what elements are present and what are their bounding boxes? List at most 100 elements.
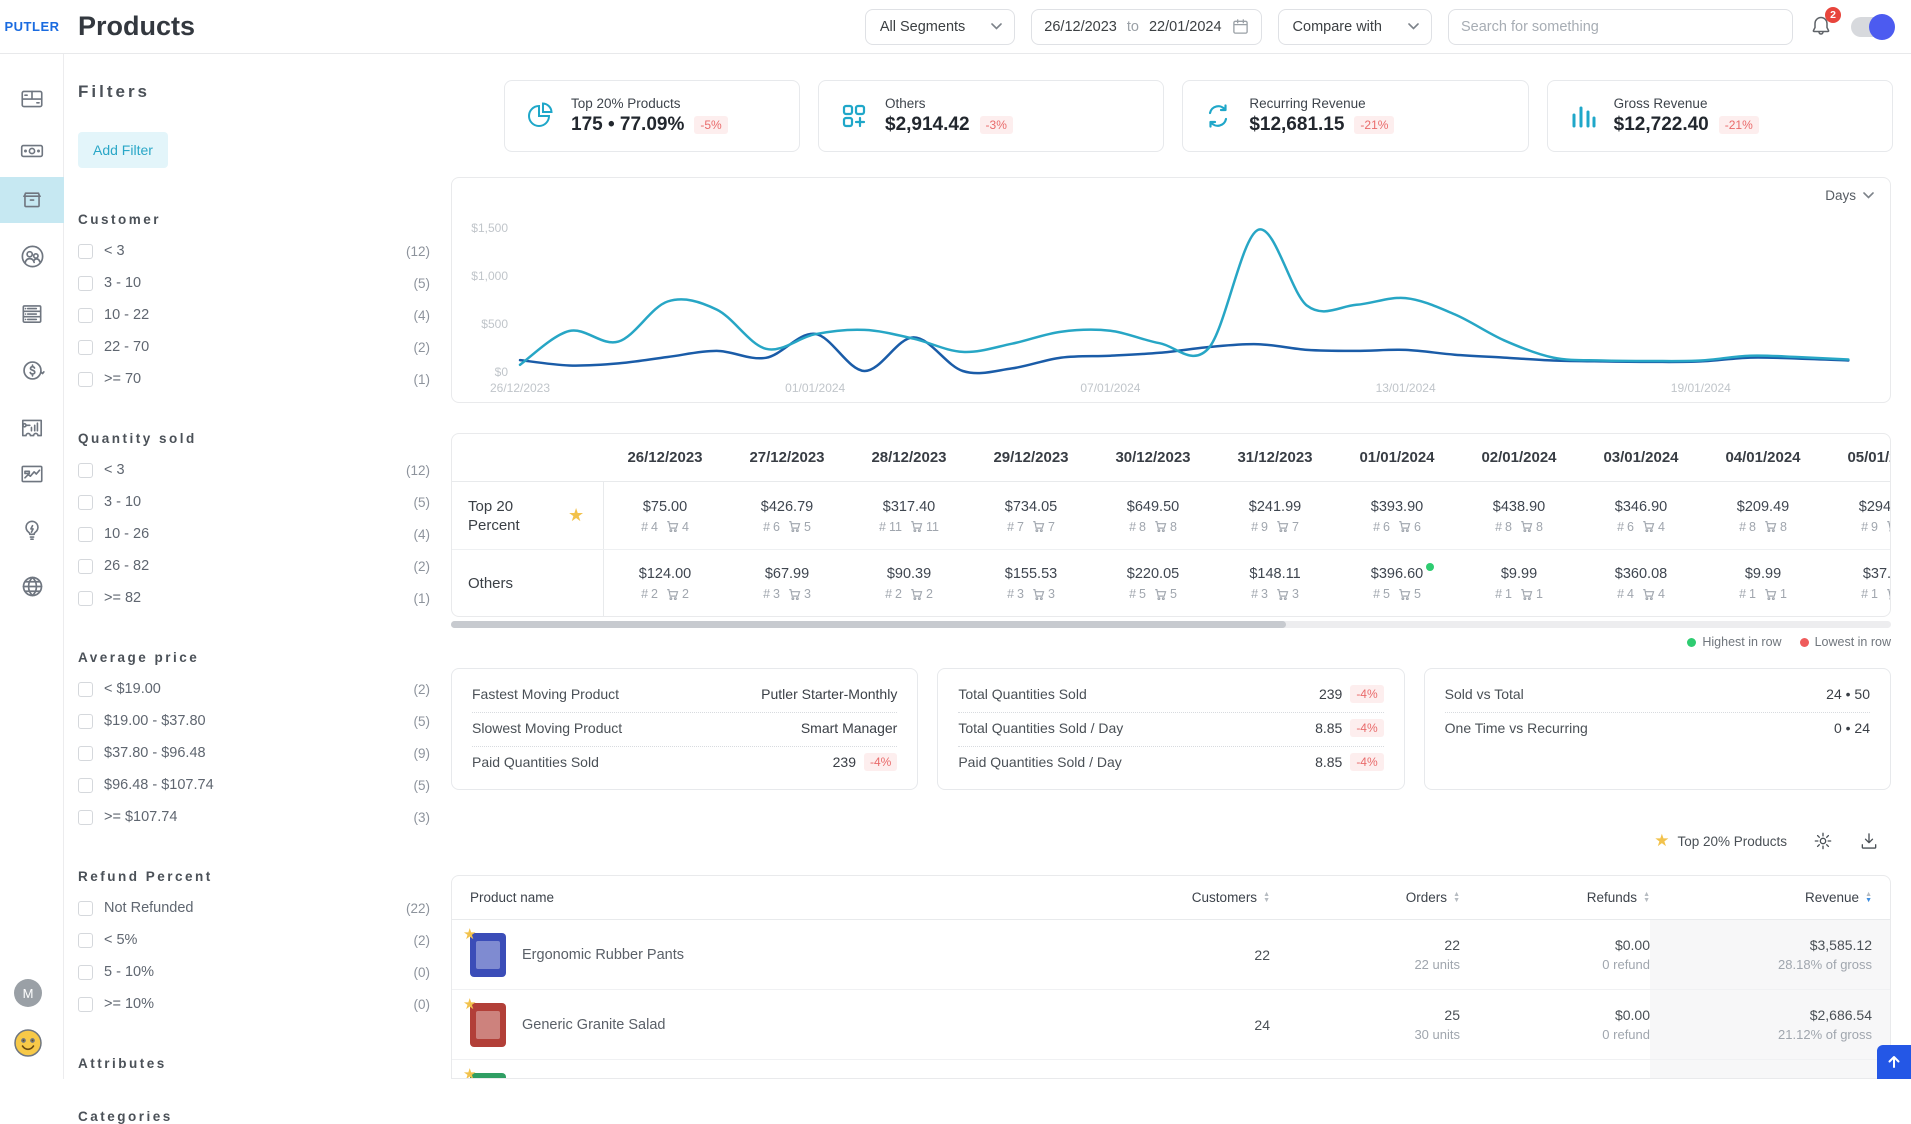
daily-value-cell[interactable]: $734.05 #7 7 [970, 498, 1092, 534]
filter-item[interactable]: 10 - 26 (4) [78, 526, 430, 542]
checkbox[interactable] [78, 746, 93, 761]
sidebar-item-customers[interactable] [0, 233, 64, 279]
filter-item[interactable]: < 3 (12) [78, 243, 430, 259]
daily-value-cell[interactable]: $90.39 #2 2 [848, 565, 970, 601]
daily-value-cell[interactable]: $209.49 #8 8 [1702, 498, 1824, 534]
filter-item[interactable]: Not Refunded (22) [78, 900, 430, 916]
filter-item[interactable]: < $19.00 (2) [78, 681, 430, 697]
sidebar-item-subscriptions[interactable] [0, 291, 64, 337]
daily-value-cell[interactable]: $393.90 #6 6 [1336, 498, 1458, 534]
checkbox[interactable] [78, 778, 93, 793]
filter-item[interactable]: 3 - 10 (5) [78, 494, 430, 510]
filter-item[interactable]: $37.80 - $96.48 (9) [78, 745, 430, 761]
filter-section-title[interactable]: Categories [78, 1109, 430, 1124]
checkbox[interactable] [78, 463, 93, 478]
daily-value-cell[interactable]: $124.00 #2 2 [604, 565, 726, 601]
sort-icon[interactable]: ▲▼ [1453, 892, 1460, 904]
daily-value-cell[interactable]: $148.11 #3 3 [1214, 565, 1336, 601]
sidebar-item-forecast[interactable] [0, 451, 64, 497]
scroll-to-top-button[interactable] [1877, 1045, 1911, 1079]
user-avatar[interactable]: M [14, 979, 42, 1007]
horizontal-scrollbar[interactable] [451, 621, 1891, 628]
search-input[interactable] [1448, 9, 1793, 45]
sort-icon[interactable]: ▲▼ [1643, 892, 1650, 904]
daily-value-cell[interactable]: $294.70 #9 9 [1824, 498, 1891, 534]
checkbox[interactable] [78, 997, 93, 1012]
filter-item[interactable]: >= 82 (1) [78, 590, 430, 606]
sidebar-item-transactions[interactable] [0, 128, 64, 174]
daily-value-cell[interactable]: $220.05 #5 5 [1092, 565, 1214, 601]
checkbox[interactable] [78, 340, 93, 355]
daily-value-cell[interactable]: $317.40 #11 11 [848, 498, 970, 534]
sort-icon[interactable]: ▲▼ [1263, 892, 1270, 904]
column-customers[interactable]: Customers▲▼ [1110, 890, 1270, 905]
filter-item[interactable]: 5 - 10% (0) [78, 964, 430, 980]
sidebar-item-insights[interactable] [0, 507, 64, 553]
compare-with-dropdown[interactable]: Compare with [1278, 9, 1432, 45]
chart-range-dropdown[interactable]: Days [1825, 188, 1874, 203]
checkbox[interactable] [78, 682, 93, 697]
sidebar-item-products[interactable] [0, 177, 64, 223]
filter-item[interactable]: $19.00 - $37.80 (5) [78, 713, 430, 729]
checkbox[interactable] [78, 591, 93, 606]
daily-value-cell[interactable]: $241.99 #9 7 [1214, 498, 1336, 534]
sidebar-item-dashboard[interactable] [0, 76, 64, 122]
daily-value-cell[interactable]: $426.79 #6 5 [726, 498, 848, 534]
daily-value-cell[interactable]: $67.99 #3 3 [726, 565, 848, 601]
filter-item[interactable]: 3 - 10 (5) [78, 275, 430, 291]
feedback-emoji-avatar[interactable] [14, 1029, 42, 1057]
filter-item[interactable]: $96.48 - $107.74 (5) [78, 777, 430, 793]
sidebar-item-web-audience[interactable] [0, 563, 64, 609]
daily-value-cell[interactable]: $438.90 #8 8 [1458, 498, 1580, 534]
daily-value-cell[interactable]: $346.90 #6 4 [1580, 498, 1702, 534]
checkbox[interactable] [78, 901, 93, 916]
sort-icon-active[interactable]: ▲▼ [1865, 892, 1872, 904]
kpi-card-others[interactable]: Others $2,914.42-3% [818, 80, 1164, 152]
product-row[interactable]: ★ [452, 1060, 1890, 1079]
daily-value-cell[interactable]: $396.60 #5 5 [1336, 565, 1458, 601]
filter-item[interactable]: >= $107.74 (3) [78, 809, 430, 825]
daily-value-cell[interactable]: $360.08 #4 4 [1580, 565, 1702, 601]
column-revenue[interactable]: Revenue▲▼ [1650, 890, 1890, 905]
date-range-picker[interactable]: 26/12/2023 to 22/01/2024 [1031, 9, 1261, 45]
kpi-card-gross-revenue[interactable]: Gross Revenue $12,722.40-21% [1547, 80, 1893, 152]
checkbox[interactable] [78, 308, 93, 323]
sidebar-item-reports[interactable] [0, 405, 64, 451]
checkbox[interactable] [78, 965, 93, 980]
checkbox[interactable] [78, 276, 93, 291]
top20-products-filter[interactable]: ★ Top 20% Products [1654, 831, 1787, 851]
checkbox[interactable] [78, 810, 93, 825]
notifications-button[interactable]: 2 [1809, 14, 1835, 40]
daily-value-cell[interactable]: $75.00 #4 4 [604, 498, 726, 534]
checkbox[interactable] [78, 244, 93, 259]
daily-value-cell[interactable]: $37.80 #1 1 [1824, 565, 1891, 601]
table-settings-button[interactable] [1813, 831, 1833, 851]
filter-item[interactable]: >= 10% (0) [78, 996, 430, 1012]
filter-section-title[interactable]: Customer [78, 212, 430, 227]
daily-value-cell[interactable]: $9.99 #1 1 [1458, 565, 1580, 601]
filter-item[interactable]: < 5% (2) [78, 932, 430, 948]
checkbox[interactable] [78, 495, 93, 510]
checkbox[interactable] [78, 559, 93, 574]
filter-item[interactable]: 10 - 22 (4) [78, 307, 430, 323]
theme-toggle[interactable] [1851, 17, 1893, 37]
checkbox[interactable] [78, 933, 93, 948]
kpi-card-top20[interactable]: Top 20% Products 175 • 77.09%-5% [504, 80, 800, 152]
filter-item[interactable]: 26 - 82 (2) [78, 558, 430, 574]
filter-item[interactable]: >= 70 (1) [78, 371, 430, 387]
column-product-name[interactable]: Product name [470, 890, 1110, 905]
segments-dropdown[interactable]: All Segments [865, 9, 1015, 45]
column-refunds[interactable]: Refunds▲▼ [1460, 890, 1650, 905]
filter-item[interactable]: 22 - 70 (2) [78, 339, 430, 355]
putler-logo[interactable]: PUTLER [0, 19, 64, 34]
download-button[interactable] [1859, 831, 1879, 851]
checkbox[interactable] [78, 372, 93, 387]
column-orders[interactable]: Orders▲▼ [1270, 890, 1460, 905]
checkbox[interactable] [78, 714, 93, 729]
daily-value-cell[interactable]: $649.50 #8 8 [1092, 498, 1214, 534]
daily-value-cell[interactable]: $155.53 #3 3 [970, 565, 1092, 601]
filter-section-title[interactable]: Attributes [78, 1056, 430, 1071]
